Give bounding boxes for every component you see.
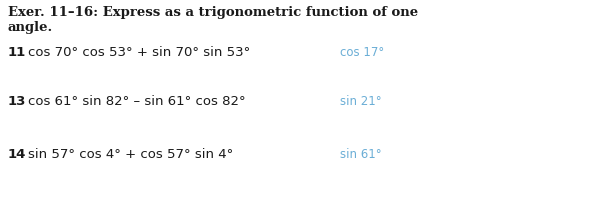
Text: 14: 14 (8, 148, 26, 161)
Text: sin 57° cos 4° + cos 57° sin 4°: sin 57° cos 4° + cos 57° sin 4° (28, 148, 233, 161)
Text: angle.: angle. (8, 21, 53, 34)
Text: sin 61°: sin 61° (340, 148, 382, 161)
Text: 11: 11 (8, 46, 26, 59)
Text: sin 21°: sin 21° (340, 95, 382, 108)
Text: cos 61° sin 82° – sin 61° cos 82°: cos 61° sin 82° – sin 61° cos 82° (28, 95, 246, 108)
Text: 13: 13 (8, 95, 26, 108)
Text: cos 70° cos 53° + sin 70° sin 53°: cos 70° cos 53° + sin 70° sin 53° (28, 46, 250, 59)
Text: Exer. 11–16: Express as a trigonometric function of one: Exer. 11–16: Express as a trigonometric … (8, 6, 418, 19)
Text: cos 17°: cos 17° (340, 46, 384, 59)
